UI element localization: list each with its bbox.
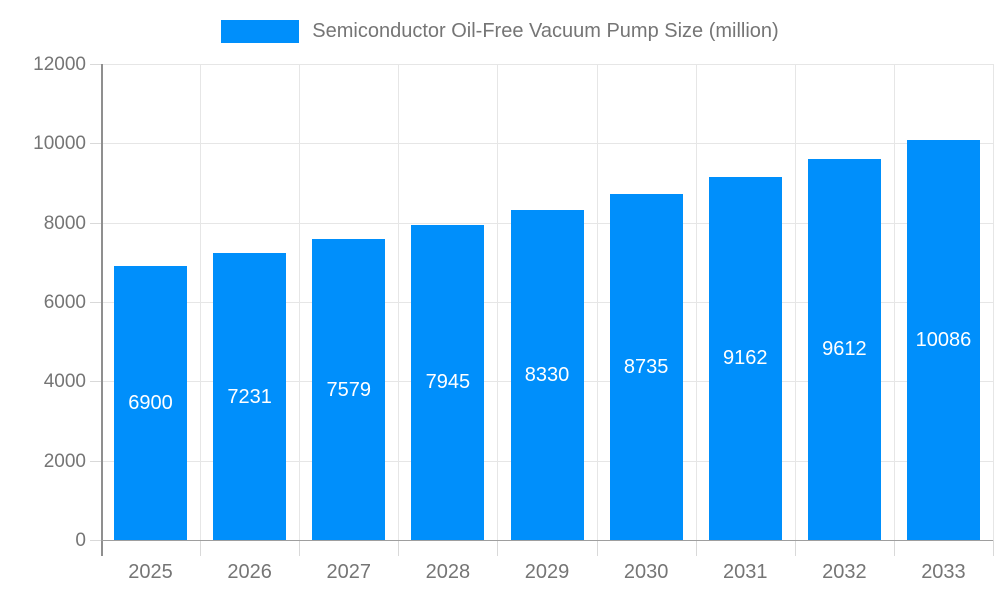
x-axis-tick-label: 2027 <box>326 561 372 583</box>
y-axis-tick-label: 10000 <box>33 133 86 155</box>
y-axis-tick <box>90 460 101 462</box>
y-axis-tick-label: 6000 <box>43 292 86 313</box>
x-axis-tick <box>398 540 400 556</box>
x-axis-tick <box>596 540 598 556</box>
bar-value-label: 7945 <box>425 371 471 394</box>
gridline-vertical <box>993 64 994 540</box>
bar-2027[interactable]: 7579 <box>312 239 386 540</box>
bar-value-label: 7579 <box>326 378 372 401</box>
gridline-vertical <box>299 64 301 540</box>
x-axis-tick <box>893 540 895 556</box>
bar-2025[interactable]: 6900 <box>114 266 188 540</box>
gridline-vertical <box>596 64 598 540</box>
y-axis-tick <box>90 540 101 541</box>
x-axis-tick <box>497 540 499 556</box>
x-axis-tick-label: 2028 <box>425 561 471 583</box>
bar-value-label: 7231 <box>227 385 272 408</box>
gridline-vertical <box>398 64 400 540</box>
y-axis-tick <box>90 381 101 383</box>
bar-value-label: 9612 <box>822 338 867 361</box>
x-axis-tick-label: 2026 <box>227 561 272 583</box>
bar-2033[interactable]: 10086 <box>906 139 980 540</box>
gridline-horizontal <box>101 143 993 145</box>
gridline-vertical <box>794 64 796 540</box>
gridline-horizontal <box>101 64 993 65</box>
x-axis-tick-label: 2030 <box>623 561 669 583</box>
bar-value-label: 8735 <box>623 355 669 378</box>
bar-value-label: 10086 <box>915 328 972 351</box>
y-axis-tick-label: 12000 <box>33 54 86 75</box>
legend-swatch-icon <box>221 20 300 43</box>
bar-2031[interactable]: 9162 <box>708 176 782 540</box>
legend-item[interactable]: Semiconductor Oil-Free Vacuum Pump Size … <box>0 20 1000 43</box>
x-axis-tick-label: 2025 <box>128 561 173 583</box>
y-axis-line <box>101 64 103 556</box>
x-axis-tick-label: 2032 <box>822 561 867 583</box>
plot-area: 6900 7231 7579 7945 8330 8735 9162 9612 10086 <box>101 64 994 540</box>
bar-value-label: 8330 <box>524 363 570 386</box>
x-axis-tick <box>200 540 202 556</box>
gridline-vertical <box>893 64 895 540</box>
x-axis-tick <box>794 540 796 556</box>
y-axis-tick <box>90 222 101 224</box>
gridline-vertical <box>200 64 202 540</box>
gridline-vertical <box>497 64 499 540</box>
x-axis-tick-label: 2033 <box>921 561 966 583</box>
bar-2028[interactable]: 7945 <box>411 224 485 540</box>
y-axis-tick-label: 8000 <box>43 212 86 234</box>
bar-2029[interactable]: 8330 <box>510 209 584 540</box>
x-axis-tick <box>993 540 994 556</box>
y-axis-tick <box>90 64 101 65</box>
y-axis-tick-label: 4000 <box>43 371 86 393</box>
x-axis-line <box>101 540 993 541</box>
bar-2030[interactable]: 8735 <box>609 193 683 540</box>
legend-label: Semiconductor Oil-Free Vacuum Pump Size … <box>312 20 779 42</box>
x-axis-tick-label: 2031 <box>722 561 768 583</box>
x-axis-tick <box>299 540 301 556</box>
x-axis-tick-label: 2029 <box>524 561 570 583</box>
gridline-vertical <box>695 64 697 540</box>
x-axis-tick <box>695 540 697 556</box>
y-axis-tick-label: 0 <box>75 530 86 551</box>
y-axis-tick-label: 2000 <box>43 450 86 472</box>
bar-value-label: 9162 <box>722 347 768 370</box>
bar-2026[interactable]: 7231 <box>213 253 287 540</box>
bar-2032[interactable]: 9612 <box>807 158 881 540</box>
y-axis-tick <box>90 143 101 145</box>
y-axis-tick <box>90 302 101 303</box>
bar-value-label: 6900 <box>128 392 173 415</box>
